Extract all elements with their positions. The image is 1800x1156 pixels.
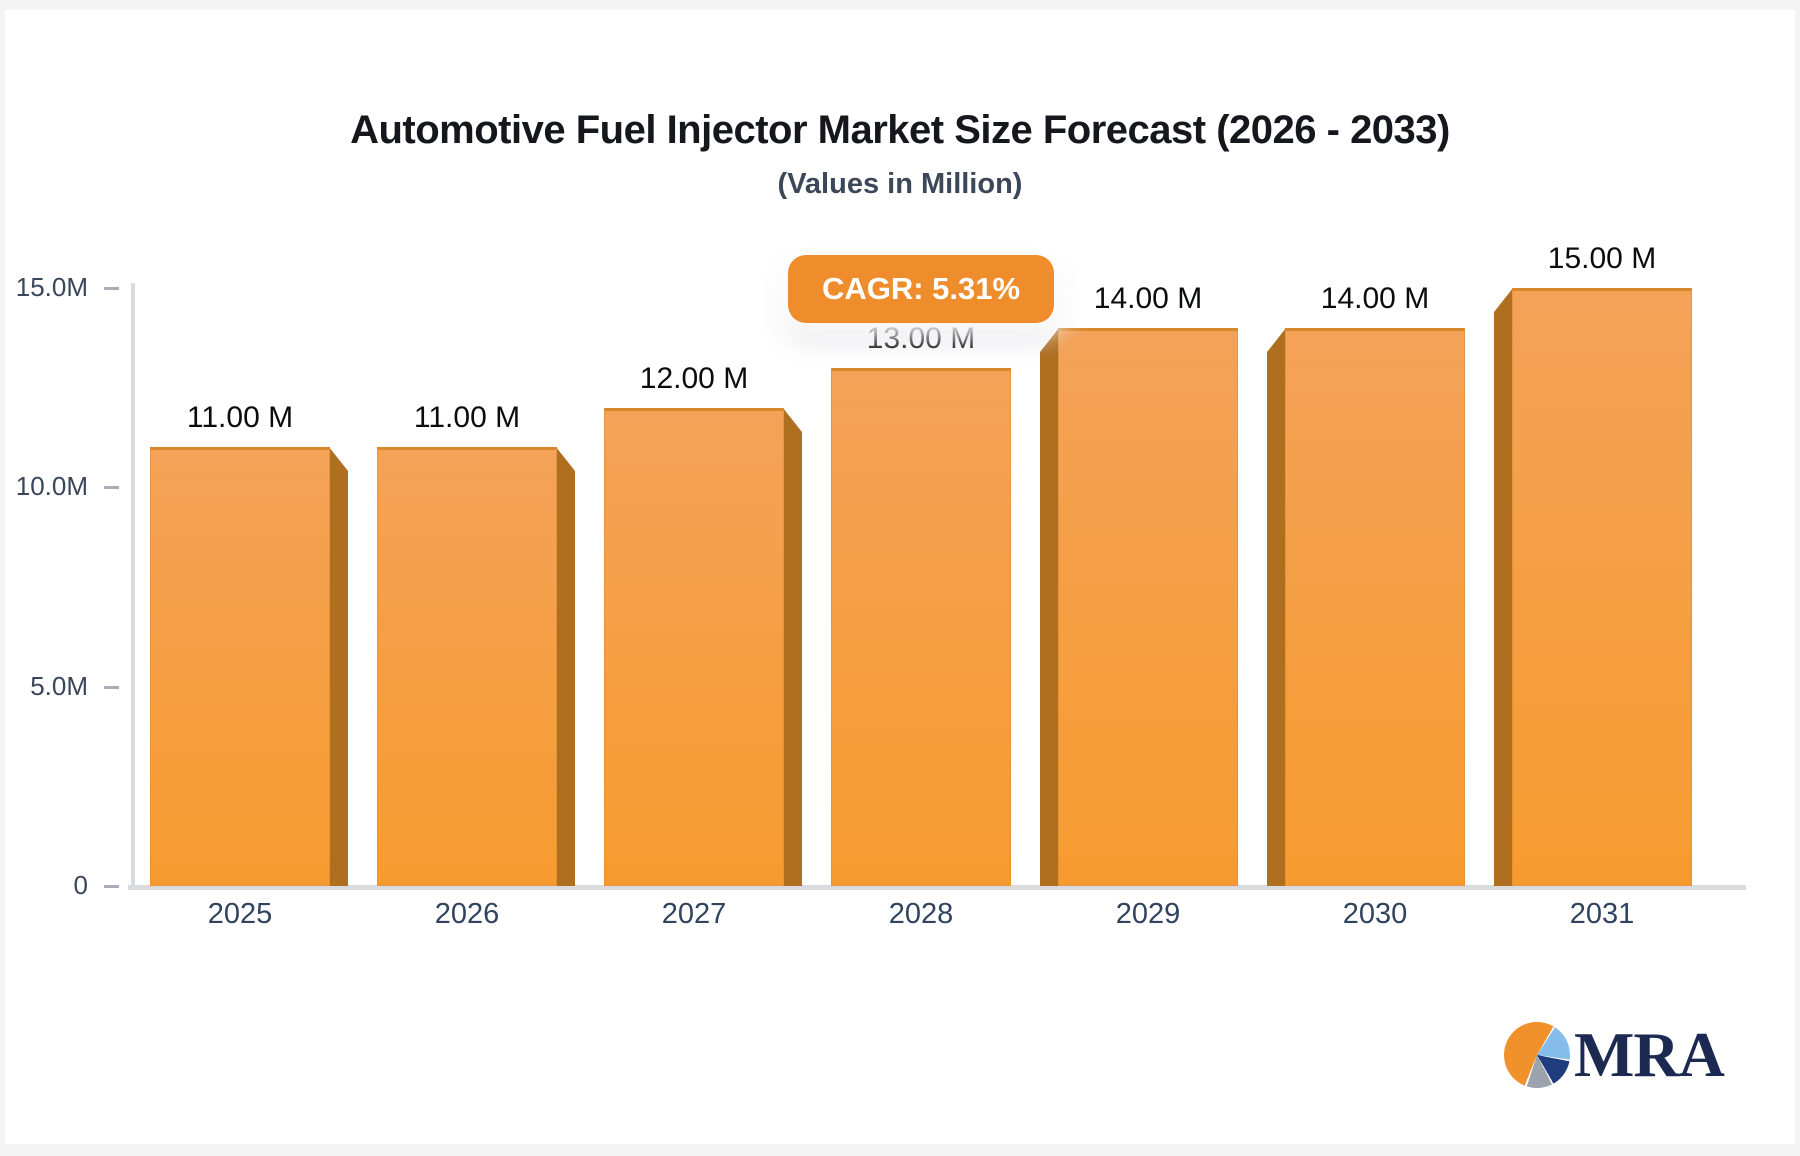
cagr-badge: CAGR: 5.31% [788, 255, 1054, 323]
bar-side-face [556, 447, 575, 886]
x-axis-line [128, 885, 1746, 890]
bar-value-label: 12.00 M [639, 362, 749, 395]
bar-2028 [831, 368, 1011, 886]
bar-value-label: 14.00 M [1320, 282, 1430, 315]
bar-2027 [604, 408, 784, 886]
y-axis-tick-label: 5.0M [30, 670, 88, 701]
bar-side-face [1267, 328, 1286, 886]
y-axis-tick-mark [104, 486, 119, 490]
bar-side-face [1040, 328, 1059, 886]
y-axis-tick-mark [104, 286, 119, 290]
bar-2026 [377, 447, 557, 886]
bar-value-label: 11.00 M [413, 401, 521, 434]
chart-subtitle: (Values in Million) [777, 168, 1023, 200]
x-axis-label: 2031 [1569, 898, 1635, 930]
x-axis-label: 2028 [888, 898, 954, 930]
x-axis-label: 2027 [661, 898, 727, 930]
y-axis-tick-label: 10.0M [15, 471, 88, 502]
bar-value-label: 15.00 M [1547, 242, 1657, 275]
mra-logo-text: MRA [1574, 1019, 1725, 1090]
x-axis-label: 2029 [1115, 898, 1181, 930]
y-axis-tick-mark [104, 685, 119, 689]
bar-2031 [1512, 288, 1692, 886]
bar-value-label: 13.00 M [866, 322, 976, 355]
pie-chart-icon [1504, 1022, 1570, 1088]
bar-side-face [329, 447, 348, 886]
x-axis-label: 2030 [1342, 898, 1408, 930]
bar-value-label: 14.00 M [1093, 282, 1203, 315]
y-axis-tick-mark [104, 885, 119, 888]
y-axis-tick-label: 15.0M [15, 271, 88, 302]
chart-title: Automotive Fuel Injector Market Size For… [350, 108, 1450, 152]
bar-2030 [1285, 328, 1465, 886]
x-axis-label: 2025 [207, 898, 273, 930]
bar-2025 [150, 447, 330, 886]
y-axis-line [131, 283, 135, 890]
bar-side-face [1494, 288, 1513, 886]
bar-value-label: 11.00 M [186, 401, 294, 434]
bar-side-face [783, 408, 802, 886]
mra-logo: MRA [1504, 1019, 1725, 1090]
bar-2029 [1058, 328, 1238, 886]
x-axis-label: 2026 [434, 898, 500, 930]
y-axis-tick-label: 0 [73, 870, 88, 900]
